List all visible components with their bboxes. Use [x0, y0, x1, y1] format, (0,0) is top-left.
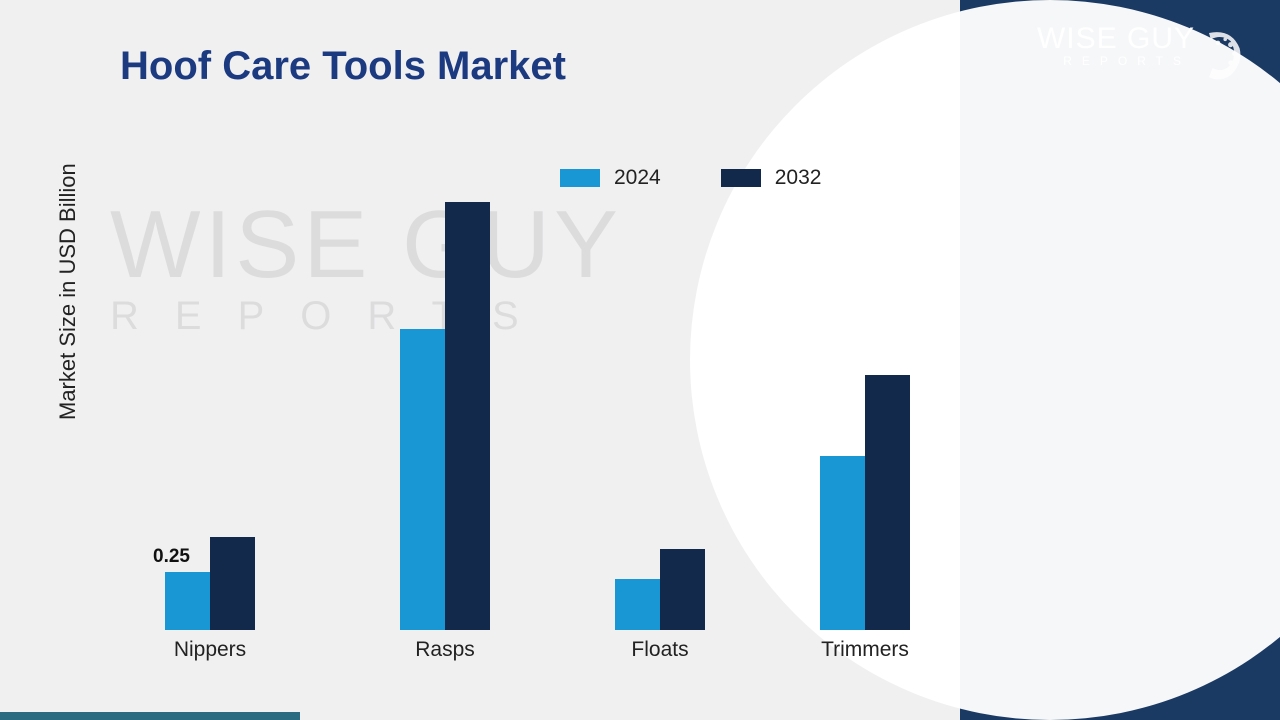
- logo-text-top: WISE GUY: [1037, 22, 1195, 56]
- y-axis-label: Market Size in USD Billion: [55, 163, 81, 420]
- bar: [210, 537, 255, 630]
- legend-swatch: [560, 169, 600, 187]
- legend-label: 2024: [614, 166, 661, 190]
- brand-logo: WISE GUY REPORTS: [1037, 22, 1245, 68]
- chart-title: Hoof Care Tools Market: [120, 44, 566, 89]
- bar-chart: Market Size in USD Billion NippersRaspsF…: [105, 190, 945, 660]
- x-axis-label: Nippers: [130, 638, 290, 662]
- bar: [865, 375, 910, 630]
- bar: [615, 579, 660, 630]
- bar: [660, 549, 705, 630]
- logo-text-sub: REPORTS: [1037, 54, 1191, 68]
- x-axis-label: Floats: [580, 638, 740, 662]
- footer-accent-bar: [0, 712, 300, 720]
- legend-swatch: [721, 169, 761, 187]
- legend-item-2032: 2032: [721, 166, 822, 190]
- plot-area: NippersRaspsFloatsTrimmers0.25: [140, 190, 940, 630]
- x-axis-label: Rasps: [365, 638, 525, 662]
- logo-head-icon: [1200, 28, 1245, 83]
- bar: [165, 572, 210, 630]
- legend-item-2024: 2024: [560, 166, 661, 190]
- x-axis-label: Trimmers: [785, 638, 945, 662]
- bar: [400, 329, 445, 630]
- bar: [445, 202, 490, 630]
- legend: 2024 2032: [560, 166, 821, 190]
- bar: [820, 456, 865, 630]
- legend-label: 2032: [775, 166, 822, 190]
- bar-data-label: 0.25: [153, 546, 190, 568]
